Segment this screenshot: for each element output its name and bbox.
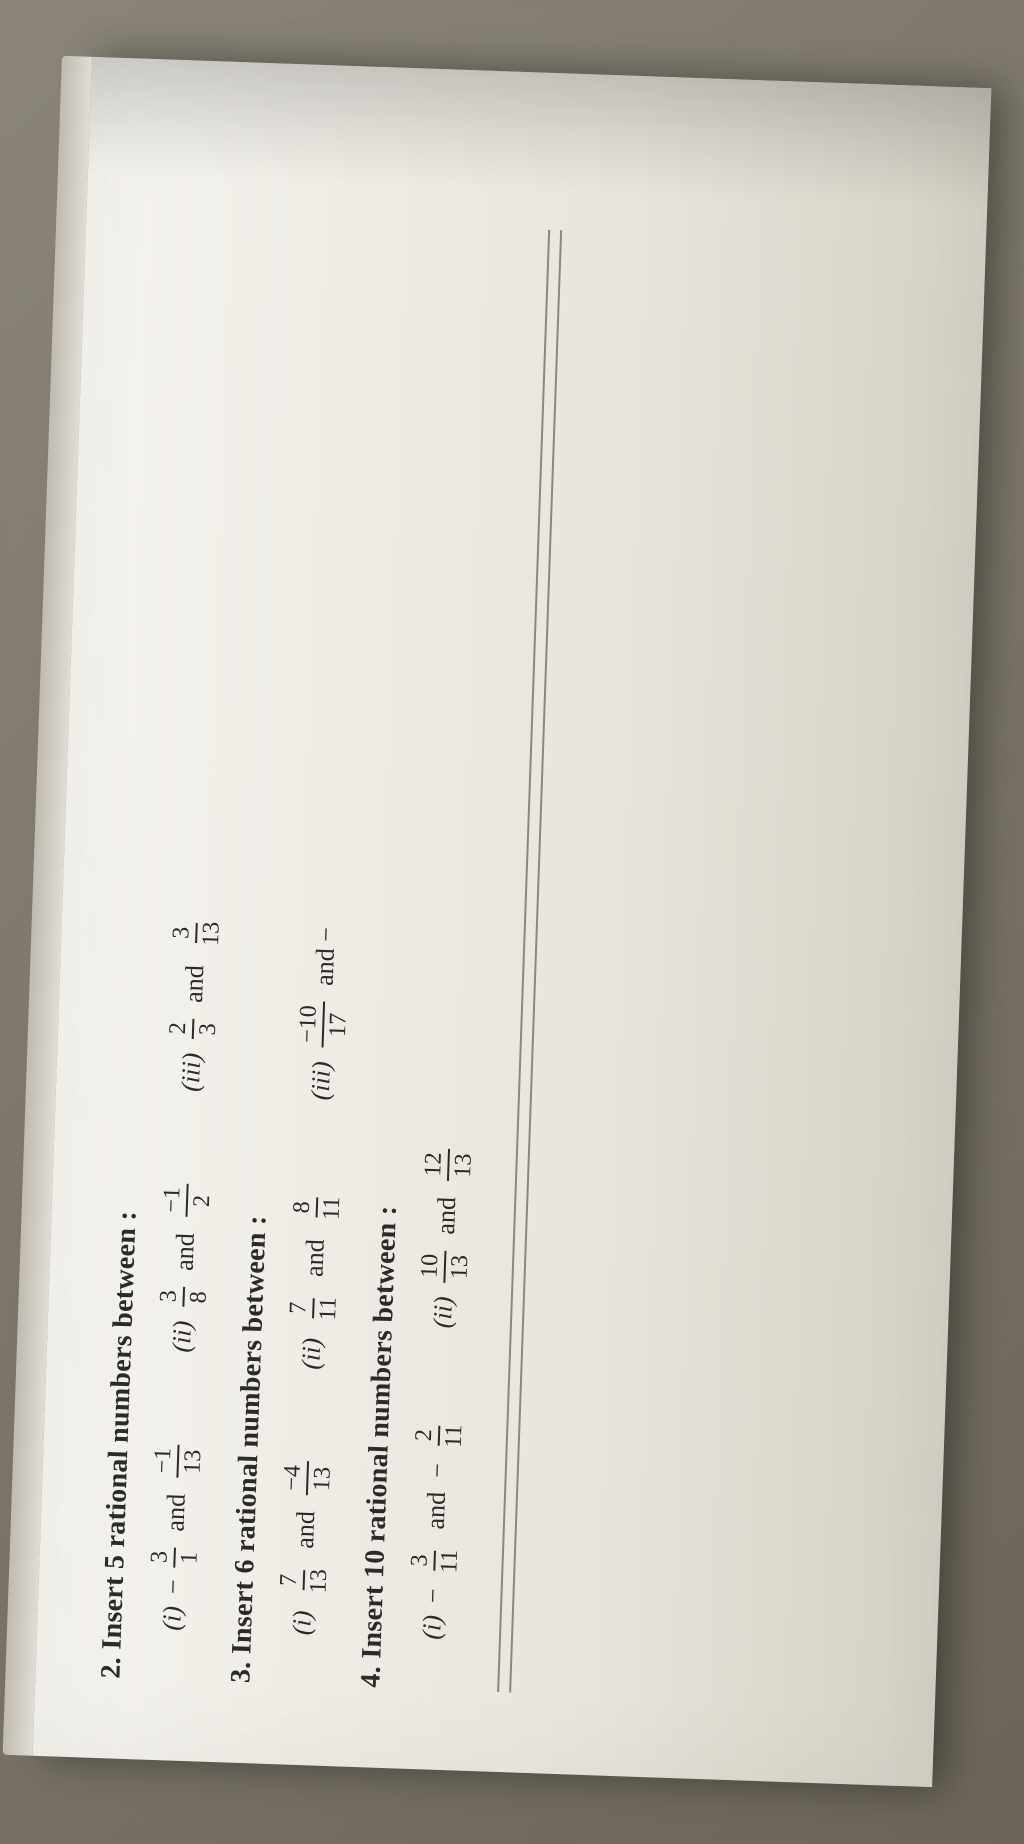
fraction: −4 13 [280,1461,335,1496]
q4-number: 4. [355,1665,387,1688]
and-text: and [161,1493,192,1532]
fraction: 3 11 [407,1544,462,1577]
fraction: 12 13 [421,1148,476,1182]
fraction: 7 11 [286,1292,341,1325]
and-text: and [421,1491,452,1530]
horizontal-rule [497,230,550,1692]
minus-sign: − [423,1463,453,1479]
q2-iii-label: (iii) [176,1052,207,1092]
horizontal-rule [509,230,562,1692]
minus-sign: − [158,1579,188,1595]
q2-opt-iii: (iii) 2 3 and 3 13 [164,914,224,1092]
q3-ii-label: (ii) [296,1337,327,1370]
trailing-text: and − [310,927,342,987]
question-4: 4. Insert 10 rational numbers between : … [355,148,511,1691]
q3-text: Insert 6 rational numbers between : [226,1215,272,1655]
q4-text: Insert 10 rational numbers between : [356,1205,403,1659]
and-text: and [179,965,210,1004]
q2-ii-label: (ii) [167,1320,198,1353]
q3-number: 3. [225,1661,257,1684]
q4-opt-ii: (ii) 10 13 and 12 13 [416,1146,476,1329]
fraction: 2 3 [166,1018,221,1040]
fraction: 2 11 [412,1419,467,1452]
q2-number: 2. [95,1656,127,1679]
fraction: 10 13 [417,1250,472,1284]
q2-opt-ii: (ii) 3 8 and −1 2 [155,1181,215,1354]
fraction: 7 13 [276,1564,331,1598]
q3-opt-iii: (iii) −10 17 and − [294,920,354,1101]
and-text: and [170,1233,201,1272]
and-text: and [431,1196,462,1235]
fraction: −1 2 [160,1183,215,1218]
q2-i-label: (i) [157,1606,188,1632]
q3-opt-i: (i) 7 13 and −4 13 [275,1459,335,1636]
page-rotated-wrapper: 2. Insert 5 rational numbers between : (… [0,378,1024,1466]
minus-sign: − [418,1588,448,1604]
q3-iii-label: (iii) [306,1061,337,1101]
q2-opt-i: (i) − 3 1 and −1 13 [145,1441,206,1631]
question-2: 2. Insert 5 rational numbers between : (… [95,139,251,1682]
question-3: 3. Insert 6 rational numbers between : (… [225,143,381,1686]
fraction: 3 1 [147,1546,202,1568]
and-text: and [290,1511,321,1550]
q4-opt-i: (i) − 3 11 and − 2 11 [405,1417,467,1640]
q4-i-label: (i) [417,1615,448,1641]
fraction: −1 13 [150,1443,205,1478]
fraction: 3 8 [156,1286,211,1308]
fraction: 8 11 [289,1191,344,1224]
q2-text: Insert 5 rational numbers between : [96,1210,142,1650]
q3-opt-ii: (ii) 7 11 and 8 11 [284,1189,344,1370]
and-text: and [300,1239,331,1278]
fraction: 3 13 [169,916,224,950]
q4-ii-label: (ii) [428,1296,459,1329]
q3-i-label: (i) [287,1610,318,1636]
textbook-page: 2. Insert 5 rational numbers between : (… [33,57,992,1787]
fraction: −10 17 [296,1001,352,1048]
